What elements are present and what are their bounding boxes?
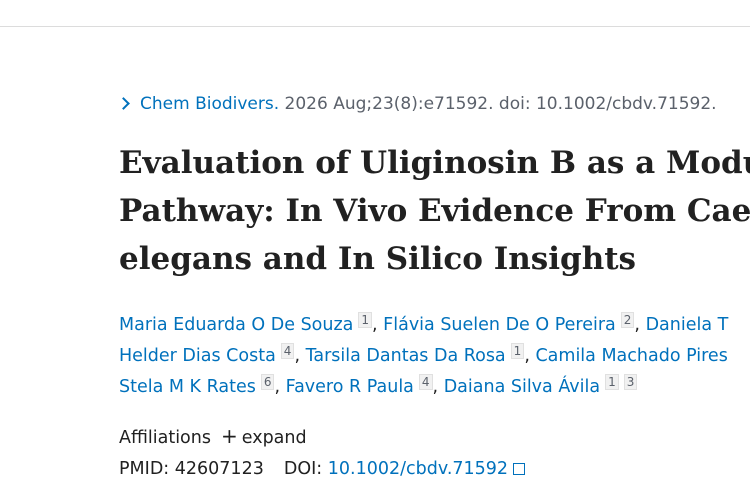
citation: Chem Biodivers. 2026 Aug;23(8):e71592. d… [119, 94, 717, 114]
journal-link[interactable]: Chem Biodivers. [140, 94, 280, 114]
affiliation-ref[interactable]: 2 [620, 312, 635, 328]
affiliation-ref[interactable]: 6 [260, 374, 275, 390]
title-line: elegans and In Silico Insights [119, 241, 637, 277]
doi-label: DOI: [283, 459, 323, 479]
author-link[interactable]: Helder Dias Costa [119, 346, 276, 366]
affiliation-ref[interactable]: 4 [280, 343, 295, 359]
author-row: Maria Eduarda O De Souza1Flávia Suelen D… [119, 312, 728, 335]
author-link[interactable]: Camila Machado Pires [535, 346, 728, 366]
author-link[interactable]: Daiana Silva Ávila [443, 377, 601, 397]
expand-button[interactable]: expand [241, 428, 307, 448]
identifiers: PMID: 42607123 DOI: 10.1002/cbdv.71592 [119, 459, 526, 479]
affiliation-ref[interactable]: 4 [418, 374, 433, 390]
title-line: Evaluation of Uliginosin B as a Modu [119, 145, 750, 181]
title-line: Pathway: In Vivo Evidence From Cae [119, 193, 750, 229]
author-link[interactable]: Stela M K Rates [119, 377, 256, 397]
external-link-icon [513, 463, 526, 475]
author: Helder Dias Costa 4 [119, 343, 295, 366]
chevron-icon[interactable] [119, 96, 130, 110]
author: Maria Eduarda O De Souza 1 [119, 312, 373, 335]
affiliation-ref[interactable]: 1 [605, 374, 619, 390]
author-row: Helder Dias Costa4Tarsila Dantas Da Rosa… [119, 343, 728, 366]
author: Stela M K Rates 6 [119, 374, 275, 397]
author: Camila Machado Pires [524, 346, 728, 366]
pmid: 42607123 [174, 459, 264, 479]
author-row: Stela M K Rates6Favero R Paula4Daiana Si… [119, 374, 638, 397]
expand-icon[interactable]: + [220, 424, 238, 448]
affiliations: Affiliations + expand [119, 424, 307, 448]
author-link[interactable]: Tarsila Dantas Da Rosa [305, 346, 506, 366]
citation-details: 2026 Aug;23(8):e71592. doi: 10.1002/cbdv… [284, 94, 717, 114]
affiliation-ref[interactable]: 1 [510, 343, 525, 359]
affiliations-label: Affiliations [119, 428, 211, 448]
affiliation-ref[interactable]: 1 [358, 312, 373, 328]
article-header: Chem Biodivers. 2026 Aug;23(8):e71592. d… [119, 0, 750, 500]
author-link[interactable]: Favero R Paula [285, 377, 414, 397]
author-link[interactable]: Flávia Suelen De O Pereira [383, 315, 616, 335]
author-link[interactable]: Daniela T [645, 315, 729, 335]
affiliation-ref[interactable]: 3 [623, 374, 638, 390]
doi-link[interactable]: 10.1002/cbdv.71592 [327, 459, 509, 479]
author-link[interactable]: Maria Eduarda O De Souza [119, 315, 354, 335]
author: Daniela T [634, 315, 728, 335]
pmid-label: PMID: [119, 459, 170, 479]
top-bar [0, 0, 750, 27]
